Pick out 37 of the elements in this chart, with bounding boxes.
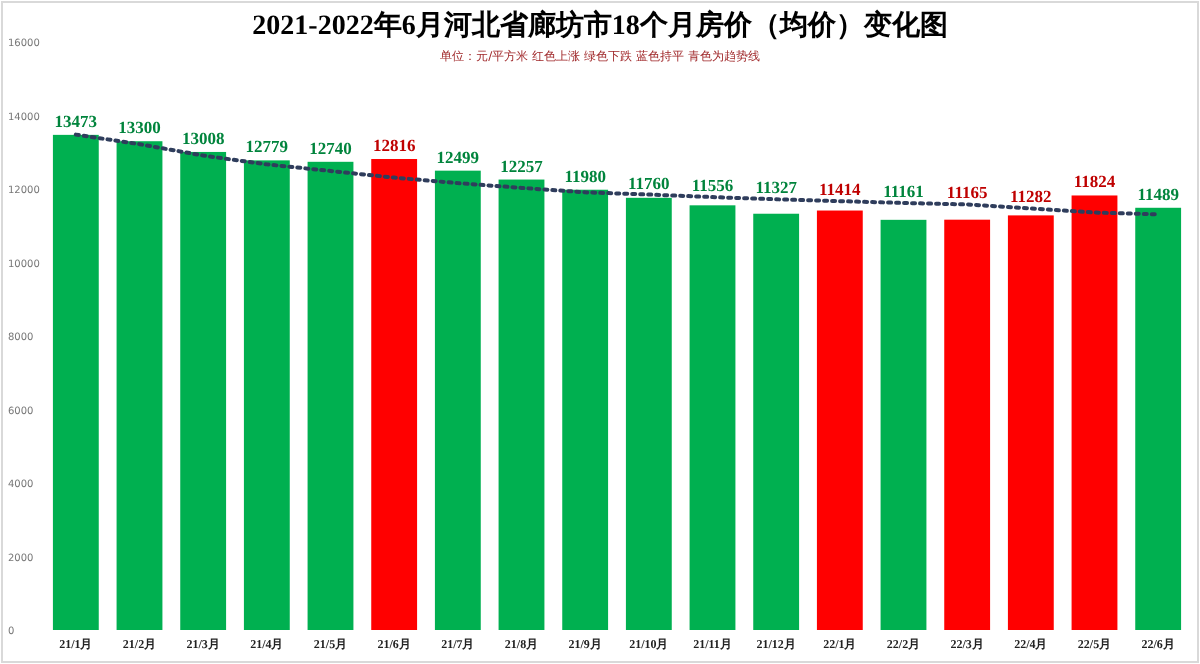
bar (1135, 207, 1182, 630)
bar (243, 160, 290, 630)
bar (753, 213, 800, 630)
data-label: 11980 (564, 165, 606, 186)
bar (180, 151, 227, 630)
bar (52, 134, 99, 630)
data-label: 12740 (309, 137, 352, 158)
bar (1071, 195, 1118, 630)
bar (434, 170, 481, 630)
data-label: 11161 (883, 180, 924, 201)
data-label: 13008 (181, 127, 225, 148)
chart-title: 2021-2022年6月河北省廊坊市18个月房价（均价）变化图 (252, 8, 948, 42)
bar (689, 205, 736, 630)
data-label: 12499 (436, 146, 480, 167)
data-label: 11327 (755, 177, 799, 198)
data-label: 11414 (819, 179, 863, 200)
data-label: 11824 (1073, 171, 1117, 192)
bar (371, 159, 418, 630)
data-label: 12257 (500, 155, 545, 176)
bar (562, 189, 609, 630)
bar (1007, 215, 1054, 630)
bar (307, 161, 354, 630)
data-label: 12816 (372, 135, 416, 156)
bar (116, 141, 163, 630)
data-label: 11760 (628, 172, 670, 193)
data-label: 11282 (1010, 186, 1052, 207)
data-label: 11556 (691, 175, 734, 196)
data-label: 12779 (245, 136, 289, 157)
data-label: 11489 (1137, 183, 1179, 204)
bar (498, 179, 545, 630)
data-label: 11165 (946, 182, 988, 203)
data-label: 13300 (118, 117, 161, 138)
data-label: 13473 (54, 110, 98, 131)
bar (816, 210, 863, 630)
bar (944, 219, 991, 630)
bar (625, 197, 672, 630)
bar (880, 219, 927, 630)
